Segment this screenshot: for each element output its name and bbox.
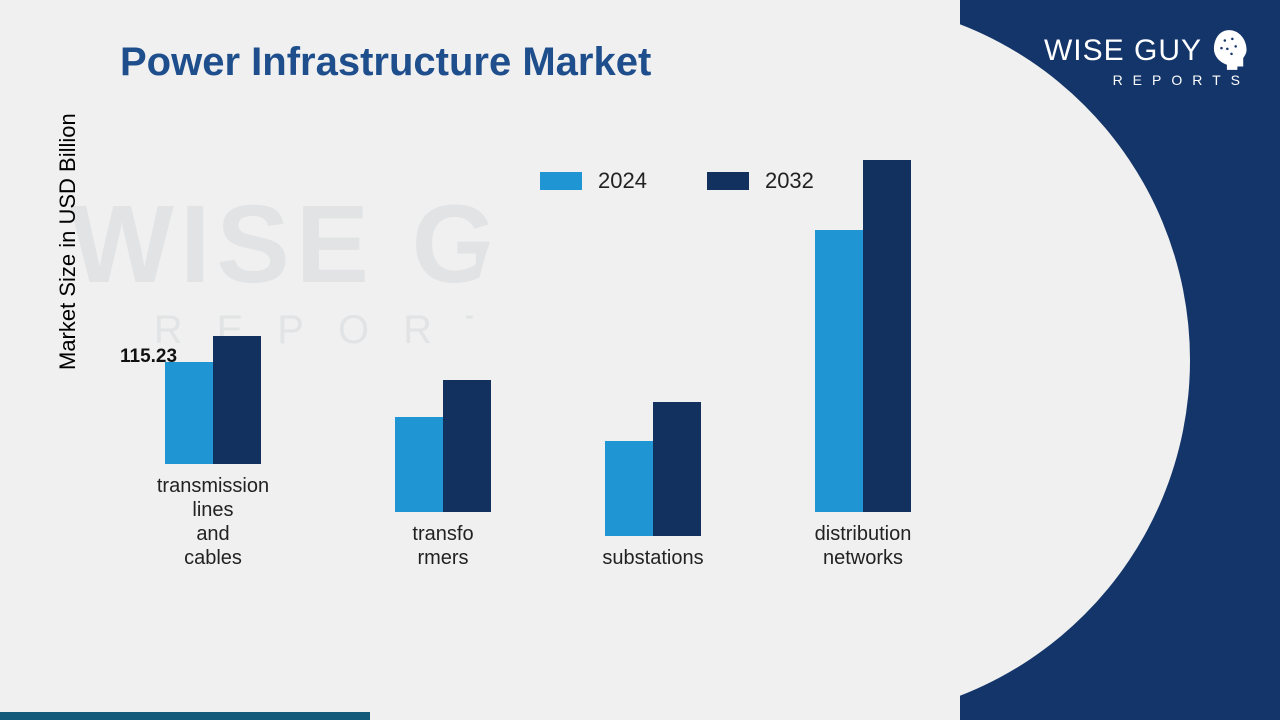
- legend-item-2032: 2032: [707, 168, 814, 194]
- bar-2024-distribution: [815, 230, 863, 512]
- bar-group-transmission: 115.23 transmissionlinesandcables: [150, 94, 276, 570]
- x-label-transmission: transmissionlinesandcables: [150, 474, 276, 570]
- plot-area: 115.23 transmissionlinesandcables transf…: [120, 200, 950, 570]
- x-label-substations: substations: [590, 546, 716, 570]
- bar-group-transformers: transformers: [380, 142, 506, 570]
- bar-2024-transmission: [165, 362, 213, 464]
- chart-title: Power Infrastructure Market: [120, 40, 651, 85]
- chart-slide: WISE GUY REPORTS WISE GUY REPORTS Power …: [0, 0, 1280, 720]
- bar-2032-transmission: [213, 336, 261, 464]
- brand-line1: WISE GUY: [1044, 34, 1202, 68]
- bar-group-distribution: distributionnetworks: [800, 142, 926, 570]
- bar-2024-substations: [605, 441, 653, 536]
- y-axis-label: Market Size in USD Billion: [55, 113, 81, 370]
- bar-group-substations: substations: [590, 166, 716, 570]
- bar-value-label: 115.23: [120, 346, 177, 368]
- x-label-transformers: transformers: [380, 522, 506, 570]
- right-brand-panel: WISE GUY REPORTS: [960, 0, 1280, 720]
- x-label-distribution: distributionnetworks: [800, 522, 926, 570]
- bar-2032-transformers: [443, 380, 491, 512]
- brand-head-icon: [1208, 28, 1250, 74]
- bar-2032-substations: [653, 402, 701, 536]
- bar-2024-transformers: [395, 417, 443, 512]
- bar-2032-distribution: [863, 160, 911, 512]
- legend-swatch-2024: [540, 172, 582, 190]
- bottom-accent-strip: [0, 712, 370, 720]
- brand-line2: REPORTS: [1044, 72, 1250, 88]
- brand-block: WISE GUY REPORTS: [1044, 28, 1250, 88]
